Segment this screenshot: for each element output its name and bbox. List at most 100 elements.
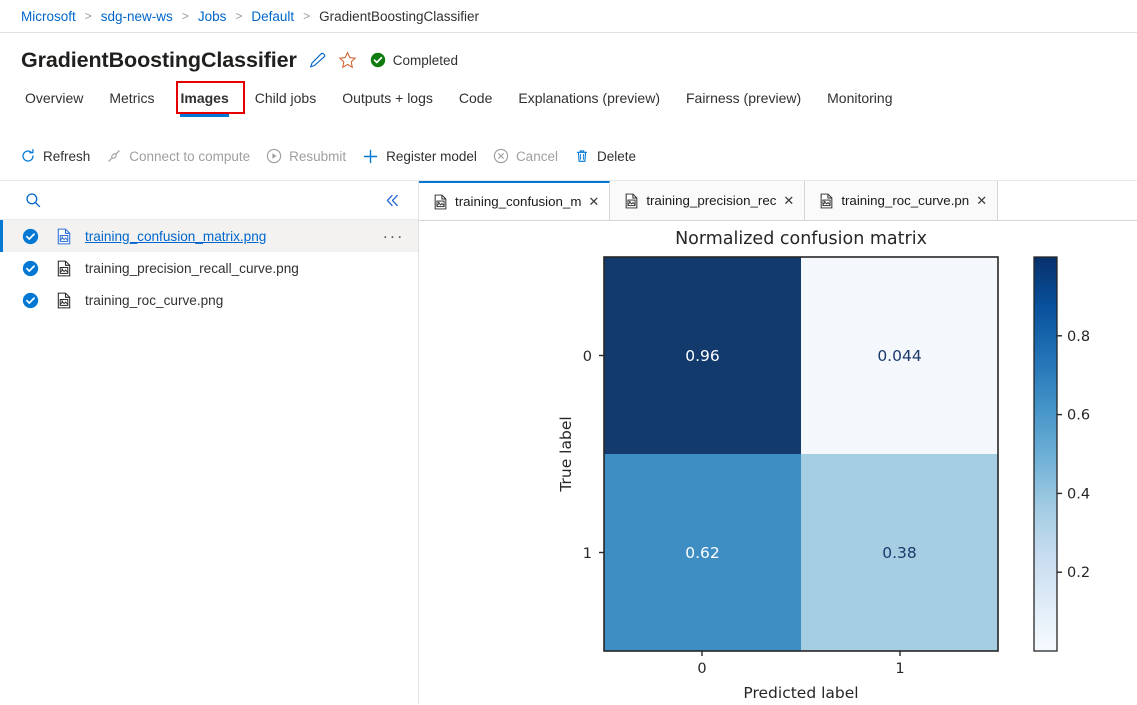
tab-images[interactable]: Images xyxy=(167,86,241,117)
breadcrumb: Microsoft > sdg-new-ws > Jobs > Default … xyxy=(0,0,1137,33)
tab-code[interactable]: Code xyxy=(446,86,505,106)
play-circle-icon xyxy=(266,148,282,164)
tab-metrics[interactable]: Metrics xyxy=(96,86,167,106)
tab-label: Monitoring xyxy=(827,90,893,106)
x-tick-label: 0 xyxy=(697,661,706,677)
tab-label: Fairness (preview) xyxy=(685,90,802,106)
list-item[interactable]: training_roc_curve.png xyxy=(0,284,418,316)
tab-selected-underline xyxy=(180,114,229,117)
file-name[interactable]: training_confusion_matrix.png xyxy=(85,228,267,244)
list-item[interactable]: training_confusion_matrix.png ··· xyxy=(0,220,418,252)
colorbar xyxy=(1033,256,1058,652)
matrix-cell xyxy=(801,257,998,454)
double-chevron-left-icon[interactable] xyxy=(384,192,401,209)
tab-explanations[interactable]: Explanations (preview) xyxy=(505,86,673,106)
image-tab-strip: training_confusion_m ✕ training_precisio… xyxy=(419,181,1137,221)
image-file-icon xyxy=(56,292,72,309)
breadcrumb-item-default[interactable]: Default xyxy=(251,8,295,24)
breadcrumb-item-jobs[interactable]: Jobs xyxy=(197,8,227,24)
row-more-actions-button[interactable]: ··· xyxy=(382,226,404,246)
colorbar-tick-label: 0.2 xyxy=(1067,565,1090,581)
image-file-icon xyxy=(819,193,834,209)
matrix-cell xyxy=(801,454,998,651)
page-title: GradientBoostingClassifier xyxy=(21,47,297,72)
tab-label: Metrics xyxy=(109,90,155,106)
command-label: Delete xyxy=(596,148,636,164)
pencil-icon[interactable] xyxy=(309,52,326,69)
image-tab-confusion-matrix[interactable]: training_confusion_m ✕ xyxy=(419,181,611,220)
confusion-matrix-figure: Normalized confusion matrix 0.96 0.044 0.6… xyxy=(557,229,1090,702)
colorbar-tick-label: 0.4 xyxy=(1067,486,1090,502)
breadcrumb-separator: > xyxy=(84,9,92,23)
tab-label: training_confusion_m xyxy=(455,194,582,209)
command-label: Cancel xyxy=(515,148,558,164)
tab-fairness[interactable]: Fairness (preview) xyxy=(673,86,814,106)
tab-label: Explanations (preview) xyxy=(518,90,660,106)
image-file-icon xyxy=(433,194,448,210)
command-label: Connect to compute xyxy=(129,148,251,164)
chart-title: Normalized confusion matrix xyxy=(675,229,927,249)
breadcrumb-item-microsoft[interactable]: Microsoft xyxy=(21,8,76,24)
x-tick-label: 1 xyxy=(895,661,904,677)
close-icon[interactable]: ✕ xyxy=(976,192,988,208)
tab-outputs-logs[interactable]: Outputs + logs xyxy=(329,86,446,106)
star-outline-icon[interactable] xyxy=(338,50,357,70)
close-icon[interactable]: ✕ xyxy=(588,193,600,209)
close-icon[interactable]: ✕ xyxy=(783,192,795,208)
matrix-cell-value: 0.044 xyxy=(877,347,921,365)
status-text: Completed xyxy=(392,52,459,68)
tab-child-jobs[interactable]: Child jobs xyxy=(242,86,329,106)
breadcrumb-separator: > xyxy=(235,9,243,23)
image-file-icon xyxy=(56,228,72,245)
file-name[interactable]: training_precision_recall_curve.png xyxy=(85,260,299,276)
title-row: GradientBoostingClassifier Completed xyxy=(0,38,1137,82)
breadcrumb-item-workspace[interactable]: sdg-new-ws xyxy=(100,8,173,24)
y-axis-label: True label xyxy=(557,416,575,492)
trash-icon xyxy=(574,148,590,164)
connect-to-compute-button[interactable]: Connect to compute xyxy=(106,148,250,164)
register-model-button[interactable]: Register model xyxy=(362,148,477,165)
axis-ticks xyxy=(599,354,901,656)
command-label: Resubmit xyxy=(289,148,347,164)
colorbar-tick-label: 0.6 xyxy=(1067,408,1090,424)
y-tick-label: 0 xyxy=(583,349,592,365)
refresh-icon xyxy=(20,148,36,164)
breadcrumb-separator: > xyxy=(181,9,189,23)
matrix-cell-value: 0.38 xyxy=(882,544,917,562)
matrix-cell-value: 0.96 xyxy=(685,347,720,365)
tab-label: Images xyxy=(180,90,229,106)
checkbox-checked-icon[interactable] xyxy=(22,260,39,277)
matrix-cells: 0.96 0.044 0.62 0.38 xyxy=(604,257,998,651)
colorbar-ticks: 0.2 0.4 0.6 0.8 xyxy=(1057,329,1090,581)
image-tab-roc-curve[interactable]: training_roc_curve.pn ✕ xyxy=(805,181,999,220)
pivot-tabs: Overview Metrics Images Child jobs Outpu… xyxy=(0,81,1137,124)
resubmit-button[interactable]: Resubmit xyxy=(266,148,346,164)
file-list-pane: training_confusion_matrix.png ··· tr xyxy=(0,181,419,704)
status-badge: Completed xyxy=(370,52,458,68)
x-axis-label: Predicted label xyxy=(743,684,858,702)
file-name[interactable]: training_roc_curve.png xyxy=(85,292,224,308)
image-tab-precision-recall[interactable]: training_precision_rec ✕ xyxy=(610,181,806,220)
checkbox-checked-icon[interactable] xyxy=(22,228,39,245)
list-item[interactable]: training_precision_recall_curve.png xyxy=(0,252,418,284)
tab-label: Outputs + logs xyxy=(342,90,433,106)
checkbox-checked-icon[interactable] xyxy=(22,292,39,309)
refresh-button[interactable]: Refresh xyxy=(20,148,90,164)
delete-button[interactable]: Delete xyxy=(574,148,636,164)
cancel-circle-icon xyxy=(493,148,509,164)
cancel-button[interactable]: Cancel xyxy=(493,148,558,164)
tab-label: Code xyxy=(458,90,493,106)
plus-icon xyxy=(362,148,379,165)
tab-label: training_roc_curve.pn xyxy=(841,193,970,208)
main-content: training_confusion_matrix.png ··· tr xyxy=(0,180,1137,704)
colorbar-tick-label: 0.8 xyxy=(1067,329,1090,345)
tab-label: training_precision_rec xyxy=(646,193,777,208)
tab-label: Overview xyxy=(25,90,84,106)
tab-monitoring[interactable]: Monitoring xyxy=(814,86,905,106)
check-circle-icon xyxy=(370,52,386,68)
tab-overview[interactable]: Overview xyxy=(21,86,96,106)
plot-frame xyxy=(603,256,999,652)
image-file-icon xyxy=(624,193,639,209)
search-icon[interactable] xyxy=(24,191,43,210)
matrix-cell xyxy=(604,257,801,454)
